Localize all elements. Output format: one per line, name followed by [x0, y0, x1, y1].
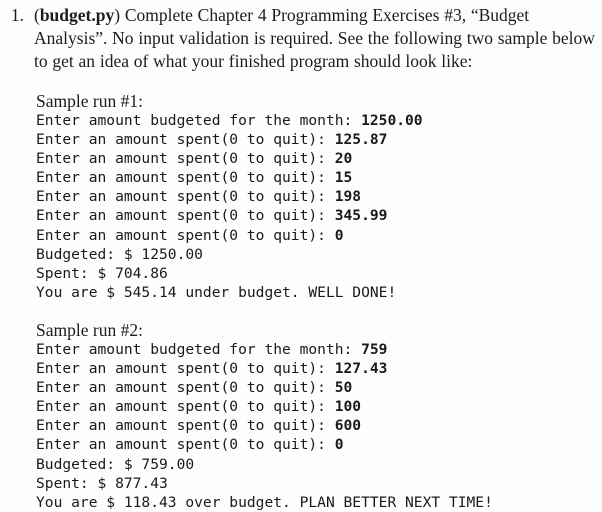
console-entered-value: 198: [334, 188, 362, 206]
console-line: Enter an amount spent(0 to quit): 127.43: [36, 359, 602, 378]
console-entered-value: 1250.00: [361, 112, 423, 129]
console-entered-value: 345.99: [334, 207, 388, 225]
console-line: Enter an amount spent(0 to quit): 125.87: [36, 130, 602, 149]
sample-runs: Sample run #1: Enter amount budgeted for …: [36, 92, 602, 512]
console-entered-value: 127.43: [334, 360, 388, 378]
console-prompt-text: You are $ 545.14 under budget. WELL DONE…: [36, 283, 397, 301]
console-prompt-text: Enter an amount spent(0 to quit):: [36, 436, 335, 454]
console-line: Budgeted: $ 1250.00: [36, 245, 602, 264]
console-prompt-text: Enter an amount spent(0 to quit):: [36, 379, 335, 397]
paren-open: (: [34, 5, 40, 25]
console-prompt-text: Enter an amount spent(0 to quit):: [36, 226, 335, 244]
console-prompt-text: Enter an amount spent(0 to quit):: [36, 398, 335, 416]
console-prompt-text: Enter an amount spent(0 to quit):: [36, 188, 335, 206]
exercise-paragraph: (budget.py) Complete Chapter 4 Programmi…: [34, 4, 598, 74]
console-prompt-text: Budgeted: $ 1250.00: [36, 245, 203, 263]
exercise-number: 1.: [10, 5, 24, 25]
console-prompt-text: Enter an amount spent(0 to quit):: [36, 131, 335, 149]
console-line: Enter an amount spent(0 to quit): 50: [36, 378, 602, 397]
console-prompt-text: Enter amount budgeted for the month:: [36, 340, 362, 358]
console-prompt-text: Enter an amount spent(0 to quit):: [36, 417, 335, 435]
console-prompt-text: Budgeted: $ 759.00: [36, 455, 195, 473]
console-prompt-text: Spent: $ 877.43: [36, 474, 168, 492]
console-entered-value: 20: [334, 150, 353, 168]
console-prompt-text: Enter an amount spent(0 to quit):: [36, 207, 335, 225]
console-prompt-text: Spent: $ 704.86: [36, 264, 168, 282]
console-entered-value: 15: [334, 169, 353, 187]
console-prompt-text: Enter an amount spent(0 to quit):: [36, 360, 335, 378]
console-line: Enter an amount spent(0 to quit): 0: [36, 226, 602, 245]
console-entered-value: 759: [361, 340, 388, 358]
console-line: Enter amount budgeted for the month: 759: [36, 340, 602, 359]
console-prompt-text: Enter an amount spent(0 to quit):: [36, 150, 335, 168]
sample-run-heading: Sample run #1:: [36, 91, 143, 111]
console-entered-value: 0: [334, 436, 344, 454]
console-prompt-text: Enter amount budgeted for the month:: [36, 112, 362, 129]
console-line: Enter amount budgeted for the month: 125…: [36, 111, 602, 130]
console-prompt-text: You are $ 118.43 over budget. PLAN BETTE…: [36, 493, 493, 511]
sample-run-block: Sample run #2: Enter amount budgeted for …: [36, 319, 602, 512]
exercise-body: (budget.py) Complete Chapter 4 Programmi…: [34, 4, 602, 74]
console-output: Enter amount budgeted for the month: 759…: [36, 340, 602, 512]
sample-run-heading: Sample run #2:: [36, 319, 143, 340]
console-entered-value: 600: [334, 417, 362, 435]
console-entered-value: 0: [334, 226, 344, 244]
console-line: Budgeted: $ 759.00: [36, 455, 602, 474]
console-line: Spent: $ 877.43: [36, 474, 602, 493]
console-prompt-text: Enter an amount spent(0 to quit):: [36, 169, 335, 187]
sample-run-block: Sample run #1: Enter amount budgeted for …: [36, 92, 602, 302]
console-line: You are $ 545.14 under budget. WELL DONE…: [36, 283, 602, 302]
console-entered-value: 100: [334, 398, 362, 416]
console-line: Spent: $ 704.86: [36, 264, 602, 283]
console-line: Enter an amount spent(0 to quit): 600: [36, 416, 602, 435]
console-output: Enter amount budgeted for the month: 125…: [36, 111, 602, 302]
exercise-item: 1. (budget.py) Complete Chapter 4 Progra…: [0, 4, 602, 74]
console-line: Enter an amount spent(0 to quit): 0: [36, 435, 602, 454]
exercise-description: ) Complete Chapter 4 Programming Exercis…: [34, 5, 595, 72]
console-line: Enter an amount spent(0 to quit): 345.99: [36, 206, 602, 225]
console-line: Enter an amount spent(0 to quit): 198: [36, 187, 602, 206]
console-line: Enter an amount spent(0 to quit): 100: [36, 397, 602, 416]
console-entered-value: 50: [334, 379, 353, 397]
console-line: Enter an amount spent(0 to quit): 20: [36, 149, 602, 168]
script-filename: budget.py: [39, 5, 115, 25]
console-line: You are $ 118.43 over budget. PLAN BETTE…: [36, 493, 602, 512]
console-entered-value: 125.87: [334, 131, 388, 149]
console-line: Enter an amount spent(0 to quit): 15: [36, 168, 602, 187]
